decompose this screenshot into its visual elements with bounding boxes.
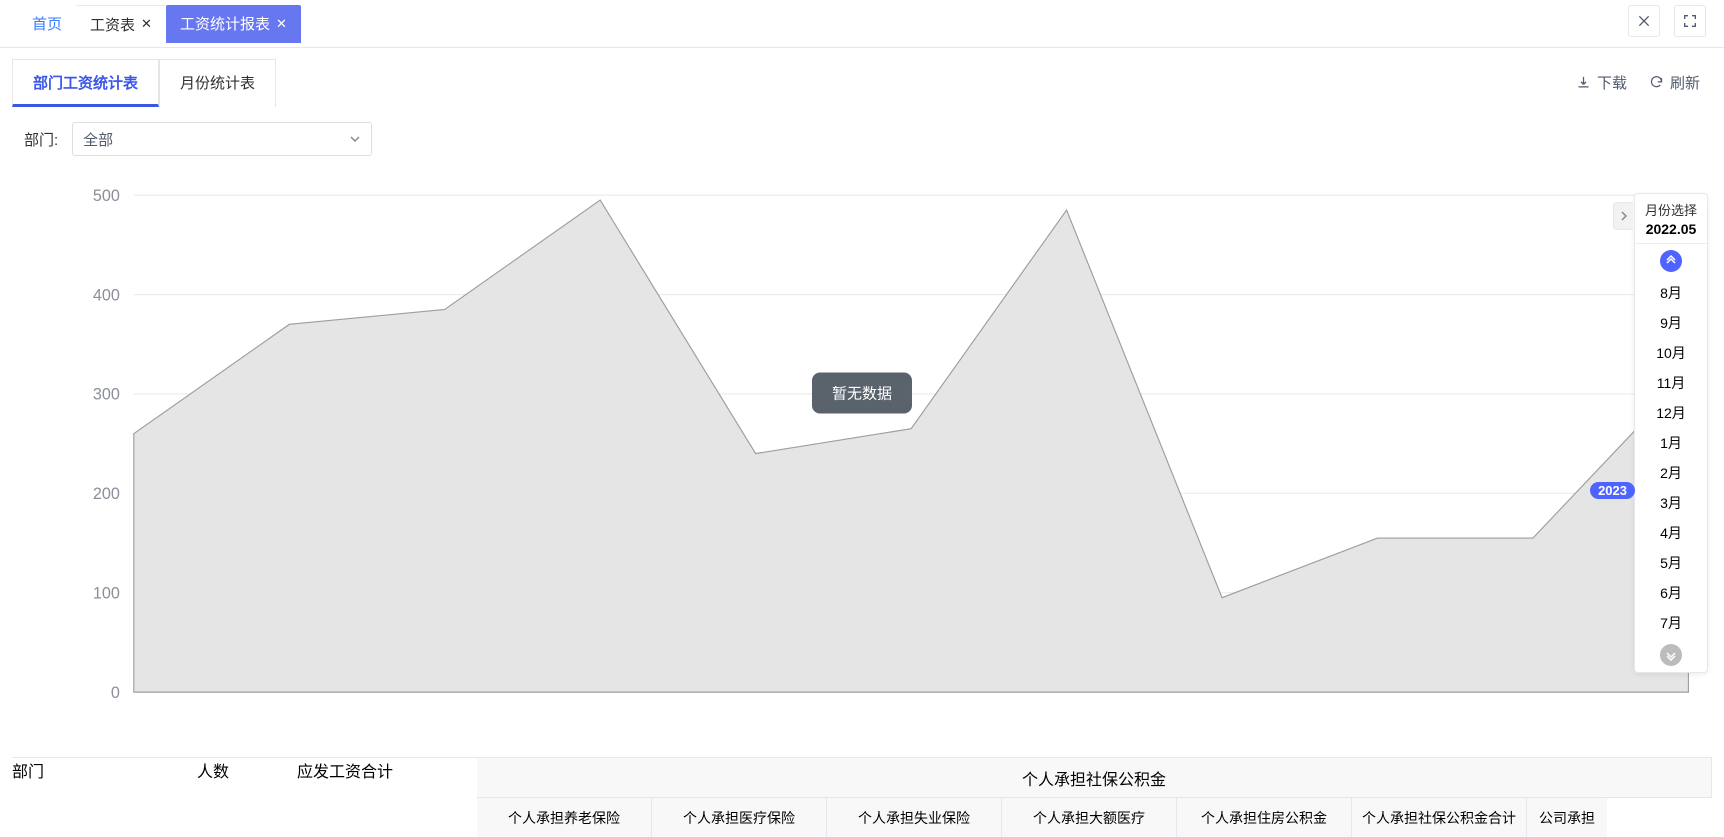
svg-text:500: 500	[93, 187, 120, 205]
th-tail: 公司承担	[1527, 798, 1607, 837]
refresh-icon	[1649, 75, 1664, 90]
th-count: 人数	[197, 758, 297, 837]
year-badge: 2023	[1590, 482, 1635, 499]
chevron-down-icon	[349, 133, 361, 145]
download-button[interactable]: 下载	[1576, 72, 1627, 93]
month-option-9[interactable]: 5月	[1635, 548, 1707, 578]
th-sub-4: 个人承担住房公积金	[1177, 798, 1352, 837]
month-picker: 月份选择 2022.05 8月9月10月11月12月1月2月3月4月5月6月7月…	[1634, 193, 1708, 673]
tab-salary-label: 工资表	[90, 14, 135, 35]
chevron-up-icon	[1665, 255, 1677, 267]
subtab-actions: 下载 刷新	[1576, 58, 1700, 106]
filter-row: 部门: 全部	[12, 108, 1712, 164]
page-body: 部门工资统计表 月份统计表 下载 刷新 部门: 全部 0 100 200 300 400…	[12, 58, 1712, 837]
svg-text:200: 200	[93, 485, 120, 503]
salary-chart: 0100200300400500 暂无数据	[24, 172, 1700, 652]
month-option-1[interactable]: 9月	[1635, 308, 1707, 338]
nodata-pill: 暂无数据	[812, 372, 912, 413]
main-tabstrip: 首页 工资表 ✕ 工资统计报表 ✕	[0, 0, 1724, 48]
download-icon	[1576, 75, 1591, 90]
dept-filter-label: 部门:	[24, 129, 58, 150]
month-option-2[interactable]: 10月	[1635, 338, 1707, 368]
th-subs: 个人承担养老保险个人承担医疗保险个人承担失业保险个人承担大额医疗个人承担住房公积…	[477, 798, 1712, 837]
month-option-8[interactable]: 4月	[1635, 518, 1707, 548]
tab-home-label: 首页	[32, 13, 62, 34]
svg-text:0: 0	[111, 684, 120, 702]
close-icon[interactable]: ✕	[276, 16, 287, 32]
th-sub-3: 个人承担大额医疗	[1002, 798, 1177, 837]
close-all-button[interactable]	[1628, 5, 1660, 37]
chart-svg: 0 100 200 300 400 500	[24, 172, 1700, 727]
chevron-right-icon	[1618, 210, 1630, 222]
tabstrip-actions	[1628, 5, 1706, 37]
tab-report[interactable]: 工资统计报表 ✕	[166, 5, 301, 43]
fullscreen-button[interactable]	[1674, 5, 1706, 37]
month-picker-value: 2022.05	[1635, 221, 1707, 244]
svg-text:100: 100	[93, 585, 120, 603]
month-option-7[interactable]: 3月	[1635, 488, 1707, 518]
svg-text:300: 300	[93, 386, 120, 404]
th-sub-0: 个人承担养老保险	[477, 798, 652, 837]
tab-home[interactable]: 首页	[18, 5, 76, 43]
month-option-6[interactable]: 2月	[1635, 458, 1707, 488]
th-total: 应发工资合计	[297, 758, 477, 837]
chevron-down-icon	[1665, 649, 1677, 661]
month-option-5[interactable]: 1月	[1635, 428, 1707, 458]
th-dept: 部门	[12, 758, 197, 837]
month-collapse-handle[interactable]	[1613, 202, 1633, 230]
month-option-4[interactable]: 12月	[1635, 398, 1707, 428]
refresh-button[interactable]: 刷新	[1649, 72, 1700, 93]
month-option-11[interactable]: 7月	[1635, 608, 1707, 638]
dept-select-value: 全部	[83, 129, 113, 150]
tab-salary[interactable]: 工资表 ✕	[76, 5, 166, 43]
close-icon[interactable]: ✕	[141, 16, 152, 32]
refresh-label: 刷新	[1670, 72, 1700, 93]
month-option-10[interactable]: 6月	[1635, 578, 1707, 608]
month-prev-button[interactable]	[1660, 250, 1682, 272]
month-picker-title: 月份选择	[1635, 194, 1707, 221]
tab-report-label: 工资统计报表	[180, 13, 270, 34]
subtab-dept[interactable]: 部门工资统计表	[12, 59, 159, 107]
close-icon	[1636, 13, 1652, 29]
th-sub-1: 个人承担医疗保险	[652, 798, 827, 837]
fullscreen-icon	[1682, 13, 1698, 29]
download-label: 下载	[1597, 72, 1627, 93]
svg-text:400: 400	[93, 286, 120, 304]
subtab-month[interactable]: 月份统计表	[159, 59, 276, 107]
dept-select[interactable]: 全部	[72, 122, 372, 156]
th-group: 个人承担社保公积金	[477, 758, 1712, 798]
th-sub-2: 个人承担失业保险	[827, 798, 1002, 837]
subtabs: 部门工资统计表 月份统计表 下载 刷新	[12, 58, 1712, 108]
summary-table: 部门 人数 应发工资合计 个人承担社保公积金 个人承担养老保险个人承担医疗保险个…	[12, 757, 1712, 837]
month-list: 8月9月10月11月12月1月2月3月4月5月6月7月	[1635, 278, 1707, 638]
th-sub-5: 个人承担社保公积金合计	[1352, 798, 1527, 837]
month-option-0[interactable]: 8月	[1635, 278, 1707, 308]
month-next-button[interactable]	[1660, 644, 1682, 666]
month-option-3[interactable]: 11月	[1635, 368, 1707, 398]
